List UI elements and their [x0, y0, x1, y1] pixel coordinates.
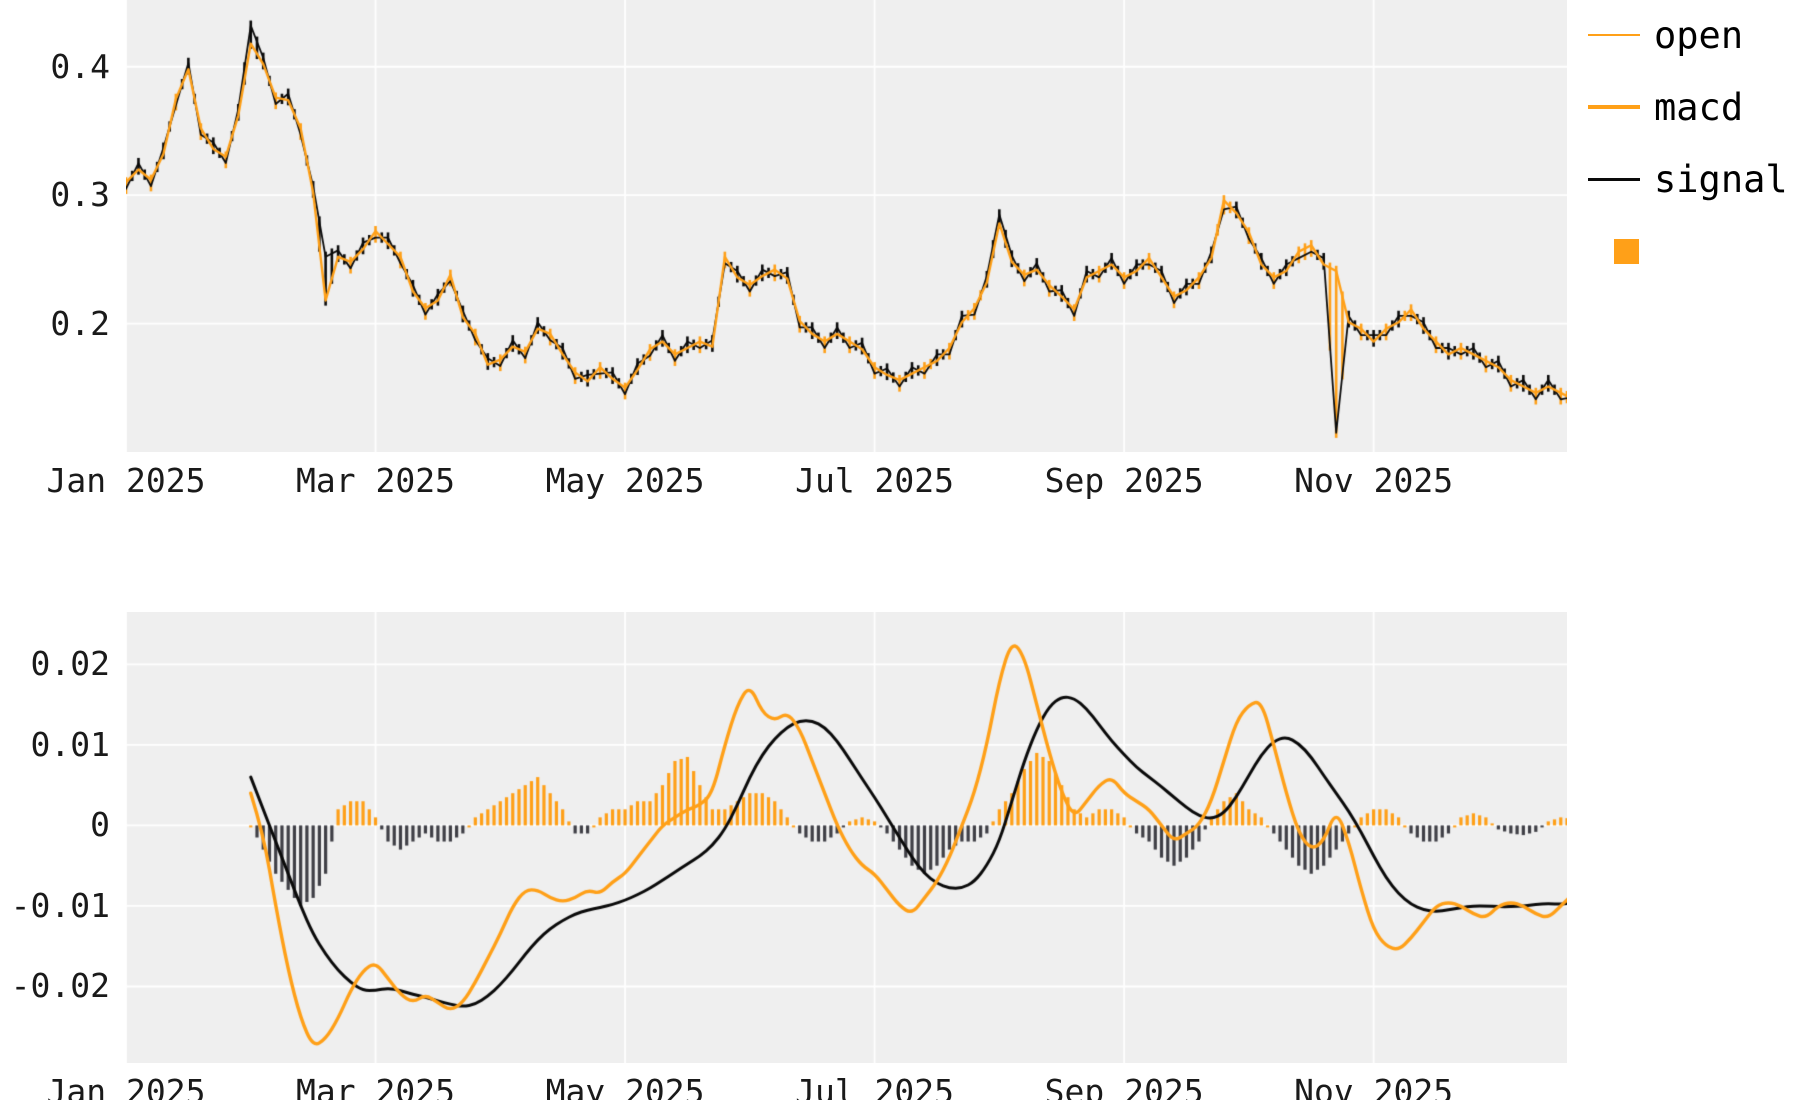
y-tick-label: -0.02: [10, 966, 110, 1006]
x-tick-label: Nov 2025: [1294, 461, 1454, 500]
macd-line-swatch: [1588, 105, 1640, 109]
x-tick-label: Jan 2025: [46, 461, 206, 500]
macd-panel: [126, 612, 1567, 1063]
x-tick-label: Jul 2025: [795, 461, 955, 500]
x-tick-label: May 2025: [545, 1072, 705, 1100]
x-tick-label: Mar 2025: [296, 461, 455, 500]
x-tick-label: Sep 2025: [1044, 1072, 1204, 1100]
x-tick-label: May 2025: [545, 461, 705, 500]
x-tick-label: Nov 2025: [1294, 1072, 1454, 1100]
x-tick-label: Jul 2025: [795, 1072, 955, 1100]
legend-label-open: open: [1654, 13, 1744, 57]
x-tick-label: Sep 2025: [1044, 461, 1204, 500]
y-tick-label: -0.01: [10, 885, 110, 925]
y-tick-label: 0: [90, 805, 110, 845]
x-tick-label: Jan 2025: [46, 1072, 206, 1100]
legend-label-macd: macd: [1654, 85, 1744, 129]
price-chart-canvas: [126, 0, 1567, 452]
legend-label-signal: signal: [1654, 157, 1788, 201]
histogram-square-swatch: [1614, 238, 1639, 264]
legend-item-macd: macd: [1588, 84, 1788, 130]
legend-item-signal: signal: [1588, 156, 1788, 202]
x-tick-label: Mar 2025: [296, 1072, 455, 1100]
y-tick-label: 0.4: [50, 46, 110, 86]
signal-line-swatch: [1588, 177, 1640, 181]
macd-chart-canvas: [126, 612, 1567, 1063]
open-line-swatch: [1588, 34, 1640, 36]
legend: open macd signal: [1588, 12, 1788, 274]
y-tick-label: 0.02: [30, 644, 110, 684]
legend-item-open: open: [1588, 12, 1788, 58]
y-tick-label: 0.3: [50, 175, 110, 215]
y-tick-label: 0.01: [30, 724, 110, 764]
legend-item-histogram: [1614, 228, 1788, 274]
y-tick-label: 0.2: [50, 303, 110, 343]
price-panel: [126, 0, 1567, 452]
